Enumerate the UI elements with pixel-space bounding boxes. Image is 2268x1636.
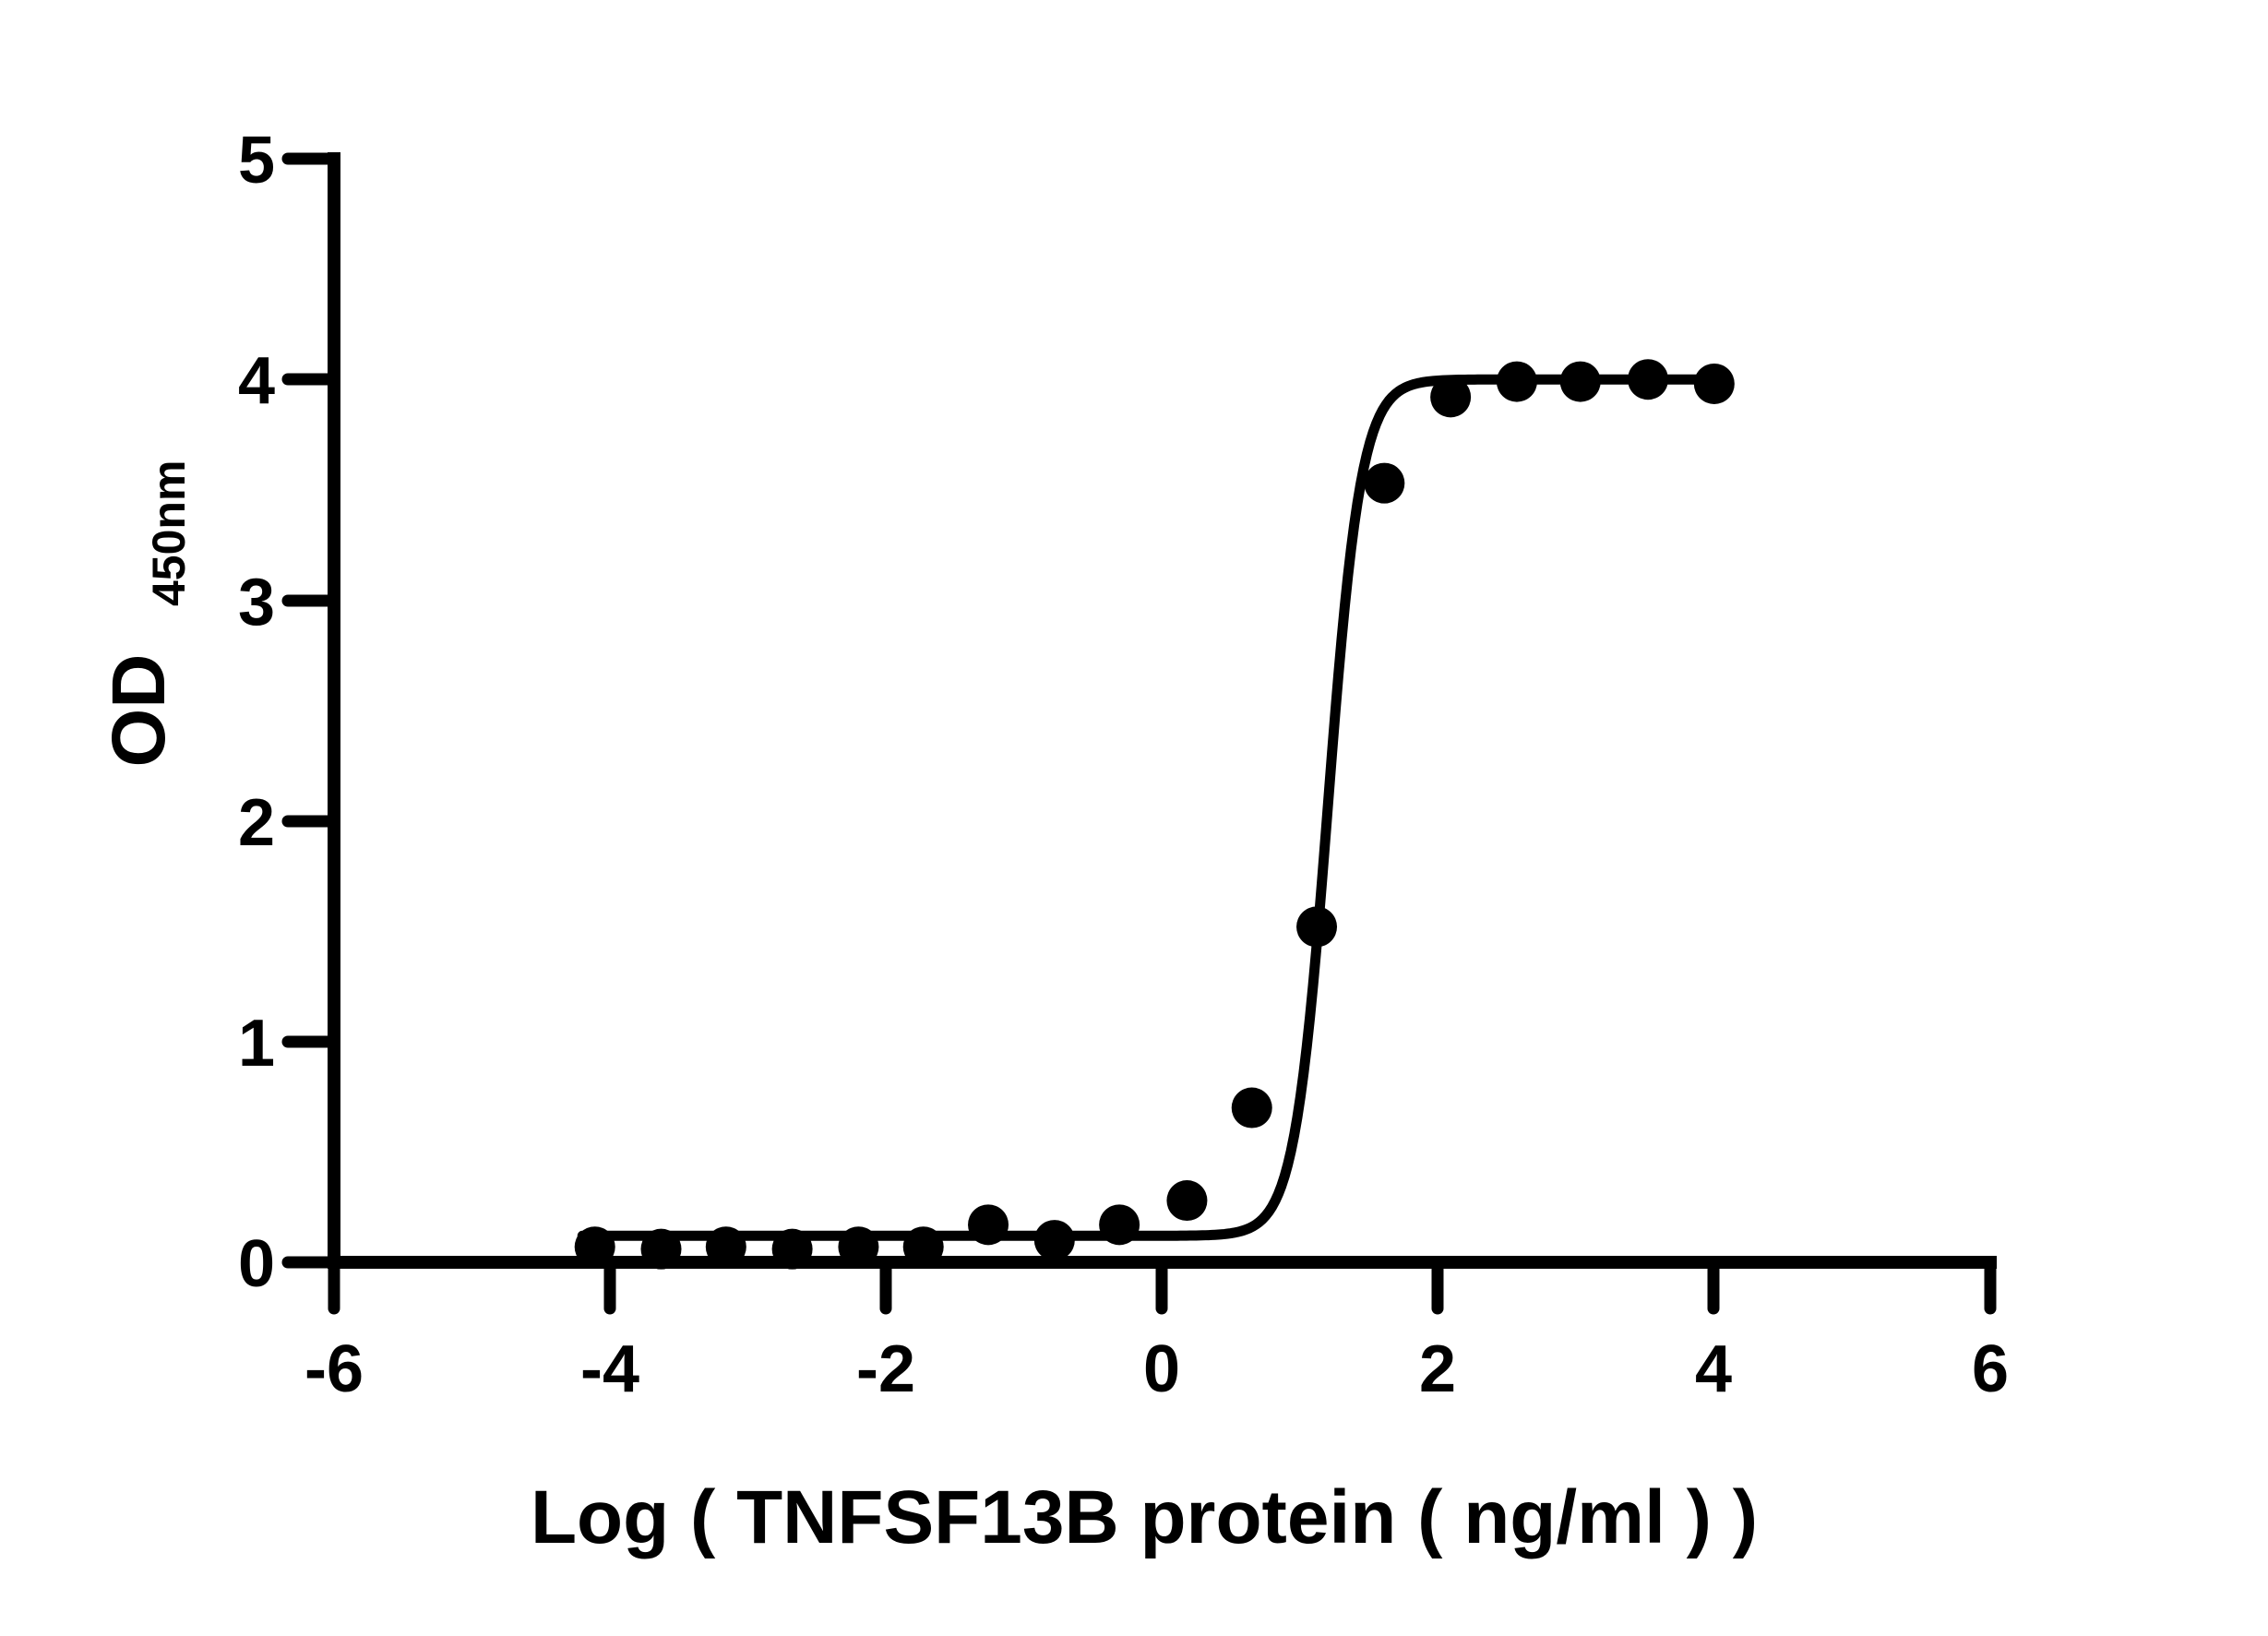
data-point xyxy=(1628,359,1669,400)
data-point xyxy=(1496,361,1537,402)
data-point xyxy=(902,1226,944,1268)
y-axis-ticks xyxy=(281,152,340,1269)
data-point xyxy=(574,1226,615,1268)
x-axis-title: Log ( TNFSF13B protein ( ng/ml ) ) xyxy=(531,1475,1758,1559)
x-tick-labels: -6 -4 -2 0 2 4 6 xyxy=(304,1332,2009,1406)
data-point-series xyxy=(574,359,1735,1270)
data-point xyxy=(1231,1087,1272,1128)
axis-lines xyxy=(328,152,1997,1269)
y-axis-title: OD 450nm xyxy=(97,460,195,768)
data-point xyxy=(1166,1180,1208,1222)
x-tick-label-2: 2 xyxy=(1419,1332,1456,1406)
data-point xyxy=(838,1226,879,1268)
y-axis-title-base: OD xyxy=(97,654,181,768)
fit-curve xyxy=(577,374,1726,1241)
data-point xyxy=(1364,462,1405,504)
x-tick-label-minus2: -2 xyxy=(856,1332,915,1406)
data-point xyxy=(771,1228,813,1270)
x-tick-label-minus4: -4 xyxy=(580,1332,639,1406)
data-point xyxy=(640,1228,682,1270)
x-axis-ticks xyxy=(328,1256,1997,1315)
data-point xyxy=(968,1204,1009,1246)
data-point xyxy=(1033,1220,1075,1261)
y-tick-label-3: 3 xyxy=(238,566,275,639)
data-point xyxy=(1099,1204,1140,1246)
y-tick-label-0: 0 xyxy=(238,1227,275,1301)
y-axis-title-subscript: 450nm xyxy=(143,460,195,606)
y-tick-label-2: 2 xyxy=(238,786,275,860)
x-tick-label-6: 6 xyxy=(1972,1332,2009,1406)
data-point xyxy=(1430,376,1472,418)
x-tick-label-4: 4 xyxy=(1695,1332,1732,1406)
x-tick-label-minus6: -6 xyxy=(304,1332,364,1406)
data-point xyxy=(1559,361,1601,402)
y-tick-label-1: 1 xyxy=(238,1007,275,1081)
x-tick-label-0: 0 xyxy=(1143,1332,1180,1406)
data-point xyxy=(705,1226,746,1268)
y-tick-label-4: 4 xyxy=(238,344,275,418)
y-tick-labels: 5 4 3 2 1 0 xyxy=(238,124,275,1301)
data-point xyxy=(1296,906,1338,948)
y-tick-label-5: 5 xyxy=(238,124,275,197)
data-point xyxy=(1693,363,1735,404)
